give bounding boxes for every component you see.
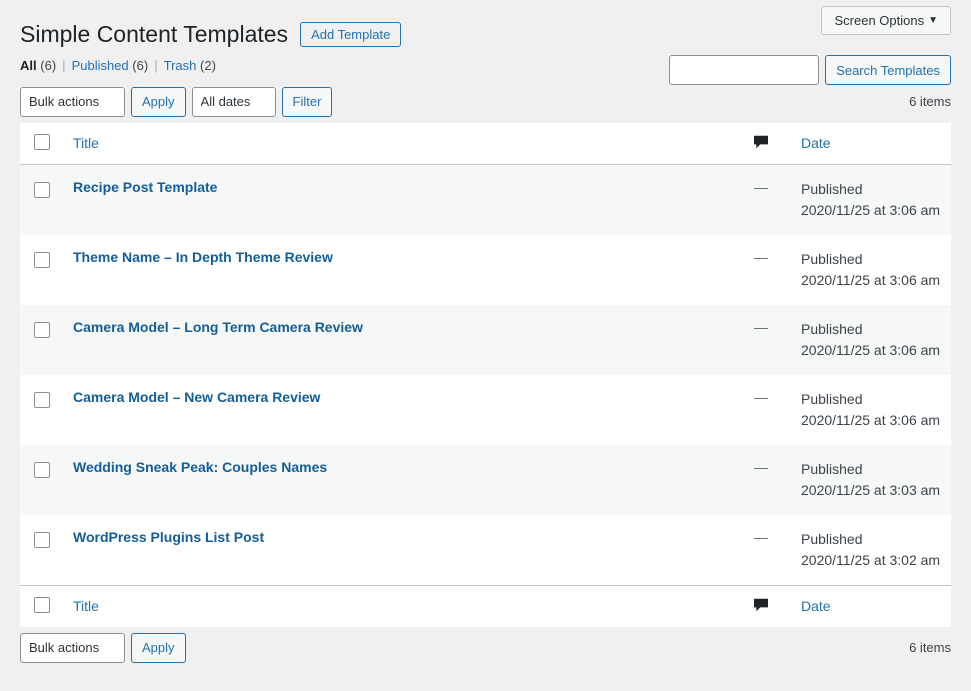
page-title: Simple Content Templates <box>20 20 288 50</box>
table-row: Camera Model – Long Term Camera Review — P… <box>20 305 951 375</box>
comment-icon-footer <box>753 598 769 612</box>
date-cell: Published 2020/11/25 at 3:03 am <box>791 445 951 515</box>
date-cell: Published 2020/11/25 at 3:06 am <box>791 164 951 235</box>
date-cell: Published 2020/11/25 at 3:06 am <box>791 375 951 445</box>
bulk-actions-select-bottom[interactable]: Bulk actions <box>20 633 125 663</box>
date-cell: Published 2020/11/25 at 3:06 am <box>791 305 951 375</box>
table-row: Theme Name – In Depth Theme Review — Publi… <box>20 235 951 305</box>
column-footer-date[interactable]: Date <box>791 585 951 627</box>
template-title-link[interactable]: Recipe Post Template <box>73 179 217 195</box>
filter-published-count: (6) <box>132 58 148 73</box>
table-row: WordPress Plugins List Post — Published 202… <box>20 515 951 586</box>
template-title-link[interactable]: WordPress Plugins List Post <box>73 529 264 545</box>
select-all-checkbox-top[interactable] <box>34 134 50 150</box>
filter-published-label[interactable]: Published <box>72 58 129 73</box>
bulk-actions-select-top[interactable]: Bulk actions <box>20 87 125 117</box>
table-row: Wedding Sneak Peak: Couples Names — Publis… <box>20 445 951 515</box>
row-checkbox[interactable] <box>34 462 50 478</box>
row-checkbox[interactable] <box>34 252 50 268</box>
filter-button[interactable]: Filter <box>282 87 333 117</box>
template-title-link[interactable]: Camera Model – New Camera Review <box>73 389 320 405</box>
comments-dash: — <box>741 389 781 405</box>
chevron-down-icon: ▼ <box>928 15 938 26</box>
template-title-link[interactable]: Wedding Sneak Peak: Couples Names <box>73 459 327 475</box>
date-cell: Published 2020/11/25 at 3:02 am <box>791 515 951 586</box>
filter-all-label: All <box>20 58 37 73</box>
apply-button-top[interactable]: Apply <box>131 87 186 117</box>
page-header: Simple Content Templates Add Template <box>20 20 951 50</box>
filter-all[interactable]: All (6) <box>20 58 56 73</box>
screen-options-button[interactable]: Screen Options ▼ <box>821 6 951 35</box>
templates-table: Title Date Recipe Post Template — Publishe… <box>20 123 951 627</box>
table-row: Recipe Post Template — Published 2020/11/25… <box>20 164 951 235</box>
table-toolbar-bottom: Bulk actions Apply 6 items <box>20 627 951 669</box>
filter-all-count: (6) <box>40 58 56 73</box>
column-footer-title[interactable]: Title <box>63 585 731 627</box>
items-count-bottom: 6 items <box>909 640 951 655</box>
comments-dash: — <box>741 179 781 195</box>
add-template-button[interactable]: Add Template <box>300 22 401 47</box>
column-header-comments[interactable] <box>731 123 791 165</box>
comments-dash: — <box>741 249 781 265</box>
table-toolbar-top: Bulk actions Apply All dates Filter 6 it… <box>20 81 951 123</box>
column-header-date[interactable]: Date <box>791 123 951 165</box>
filter-trash-label[interactable]: Trash <box>164 58 197 73</box>
row-checkbox[interactable] <box>34 322 50 338</box>
filter-trash-count: (2) <box>200 58 216 73</box>
filter-trash[interactable]: Trash (2) <box>164 58 216 73</box>
template-title-link[interactable]: Camera Model – Long Term Camera Review <box>73 319 363 335</box>
row-checkbox[interactable] <box>34 392 50 408</box>
comments-dash: — <box>741 459 781 475</box>
column-footer-comments[interactable] <box>731 585 791 627</box>
template-title-link[interactable]: Theme Name – In Depth Theme Review <box>73 249 333 265</box>
screen-options-label: Screen Options <box>834 13 924 28</box>
comment-icon <box>753 135 769 149</box>
date-filter-select[interactable]: All dates <box>192 87 276 117</box>
simple-content-templates-page: Screen Options ▼ Simple Content Template… <box>0 0 971 691</box>
date-cell: Published 2020/11/25 at 3:06 am <box>791 235 951 305</box>
table-row: Camera Model – New Camera Review — Publish… <box>20 375 951 445</box>
filter-published[interactable]: Published (6) <box>72 58 149 73</box>
row-checkbox[interactable] <box>34 532 50 548</box>
comments-dash: — <box>741 529 781 545</box>
apply-button-bottom[interactable]: Apply <box>131 633 186 663</box>
items-count-top: 6 items <box>909 94 951 109</box>
column-header-title[interactable]: Title <box>63 123 731 165</box>
row-checkbox[interactable] <box>34 182 50 198</box>
comments-dash: — <box>741 319 781 335</box>
select-all-checkbox-bottom[interactable] <box>34 597 50 613</box>
